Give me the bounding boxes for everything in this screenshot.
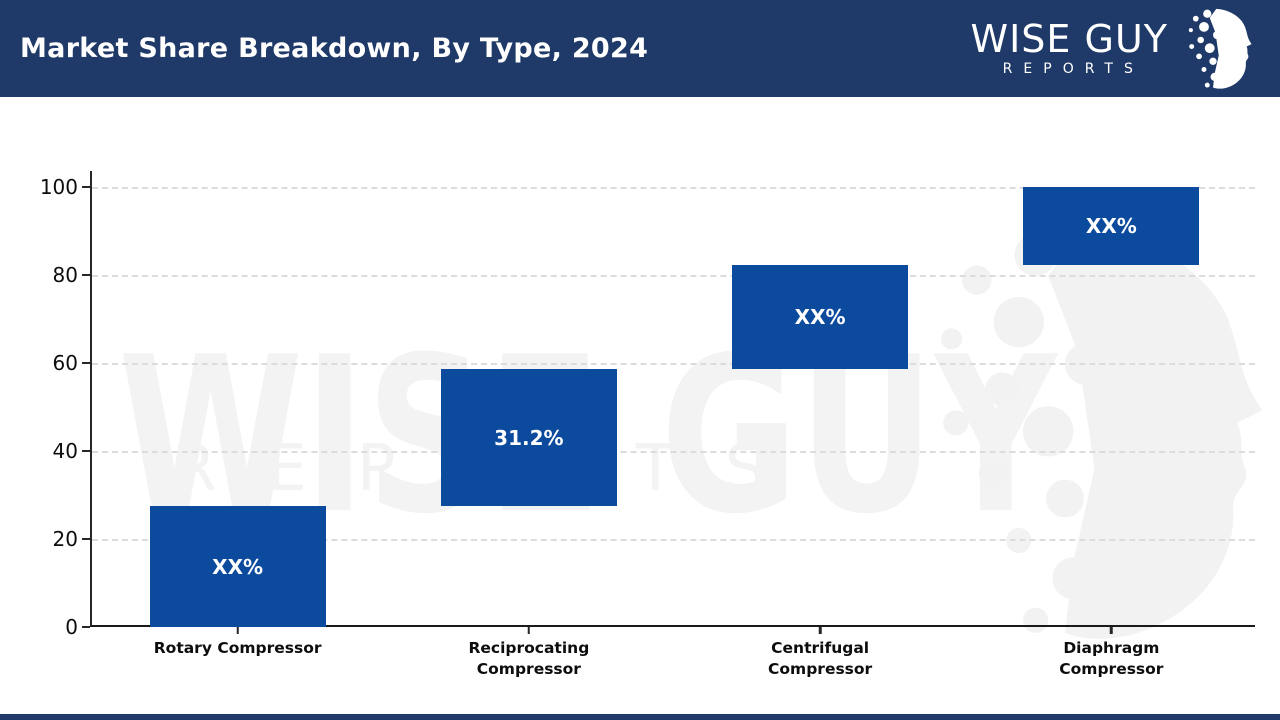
logo-subtitle: REPORTS bbox=[1002, 61, 1144, 77]
x-axis-label-line: Compressor bbox=[1059, 659, 1164, 678]
bar-value-label: XX% bbox=[794, 305, 846, 330]
footer-strip bbox=[0, 714, 1280, 720]
gridline-60 bbox=[92, 363, 1255, 365]
logo-wordmark: WISE GUY bbox=[970, 17, 1168, 61]
x-axis-label-line: Compressor bbox=[476, 659, 581, 678]
bar-value-label: XX% bbox=[212, 554, 264, 579]
gridline-80 bbox=[92, 275, 1255, 277]
y-tick-mark-40 bbox=[82, 449, 90, 453]
watermark-head-icon bbox=[855, 217, 1275, 658]
x-axis-label-0: Rotary Compressor bbox=[128, 638, 348, 659]
x-tick-mark-0 bbox=[236, 627, 239, 634]
x-tick-mark-3 bbox=[1110, 627, 1113, 634]
logo-text: WISE GUY REPORTS bbox=[971, 20, 1168, 77]
wise-guy-logo: WISE GUY REPORTS bbox=[971, 6, 1254, 92]
header: Market Share Breakdown, By Type, 2024 WI… bbox=[0, 0, 1280, 97]
x-axis-label-line: Reciprocating bbox=[468, 639, 590, 657]
y-tick-mark-80 bbox=[82, 273, 90, 277]
y-tick-label-0: 0 bbox=[65, 615, 78, 639]
dotted-head-logo-icon bbox=[1172, 6, 1254, 92]
y-tick-label-20: 20 bbox=[52, 527, 78, 551]
x-axis-label-line: Rotary Compressor bbox=[153, 639, 322, 657]
bar-segment-1: 31.2% bbox=[440, 369, 617, 507]
bar-value-label: XX% bbox=[1085, 214, 1137, 239]
y-tick-mark-100 bbox=[82, 185, 90, 189]
gridline-100 bbox=[92, 187, 1255, 189]
bar-segment-3: XX% bbox=[1023, 187, 1200, 266]
x-axis-label-3: Diaphragm Compressor bbox=[1001, 638, 1221, 680]
bar-segment-0: XX% bbox=[149, 506, 326, 627]
x-axis-label-line: Compressor bbox=[768, 659, 873, 678]
plot-area: 0 20 40 60 80 100 Rotary Compressor XX% Reciproc… bbox=[40, 171, 1255, 678]
gridline-20 bbox=[92, 539, 1255, 541]
y-tick-label-60: 60 bbox=[52, 351, 78, 375]
bar-value-label: 31.2% bbox=[494, 425, 564, 450]
x-tick-mark-1 bbox=[527, 627, 531, 634]
y-tick-mark-60 bbox=[82, 361, 90, 365]
x-axis-label-1: Reciprocating Compressor bbox=[419, 638, 639, 680]
x-tick-mark-2 bbox=[818, 627, 822, 634]
x-axis-label-2: Centrifugal Compressor bbox=[710, 638, 930, 680]
y-tick-mark-20 bbox=[82, 537, 90, 541]
y-tick-label-100: 100 bbox=[39, 175, 78, 199]
page-title: Market Share Breakdown, By Type, 2024 bbox=[20, 33, 649, 64]
bar-segment-2: XX% bbox=[732, 265, 909, 370]
x-axis-label-line: Diaphragm bbox=[1063, 639, 1160, 657]
y-tick-label-40: 40 bbox=[52, 439, 78, 463]
y-tick-label-80: 80 bbox=[52, 263, 78, 287]
y-tick-mark-0 bbox=[82, 625, 90, 629]
gridline-40 bbox=[92, 451, 1255, 453]
x-axis-label-line: Centrifugal bbox=[771, 639, 870, 657]
